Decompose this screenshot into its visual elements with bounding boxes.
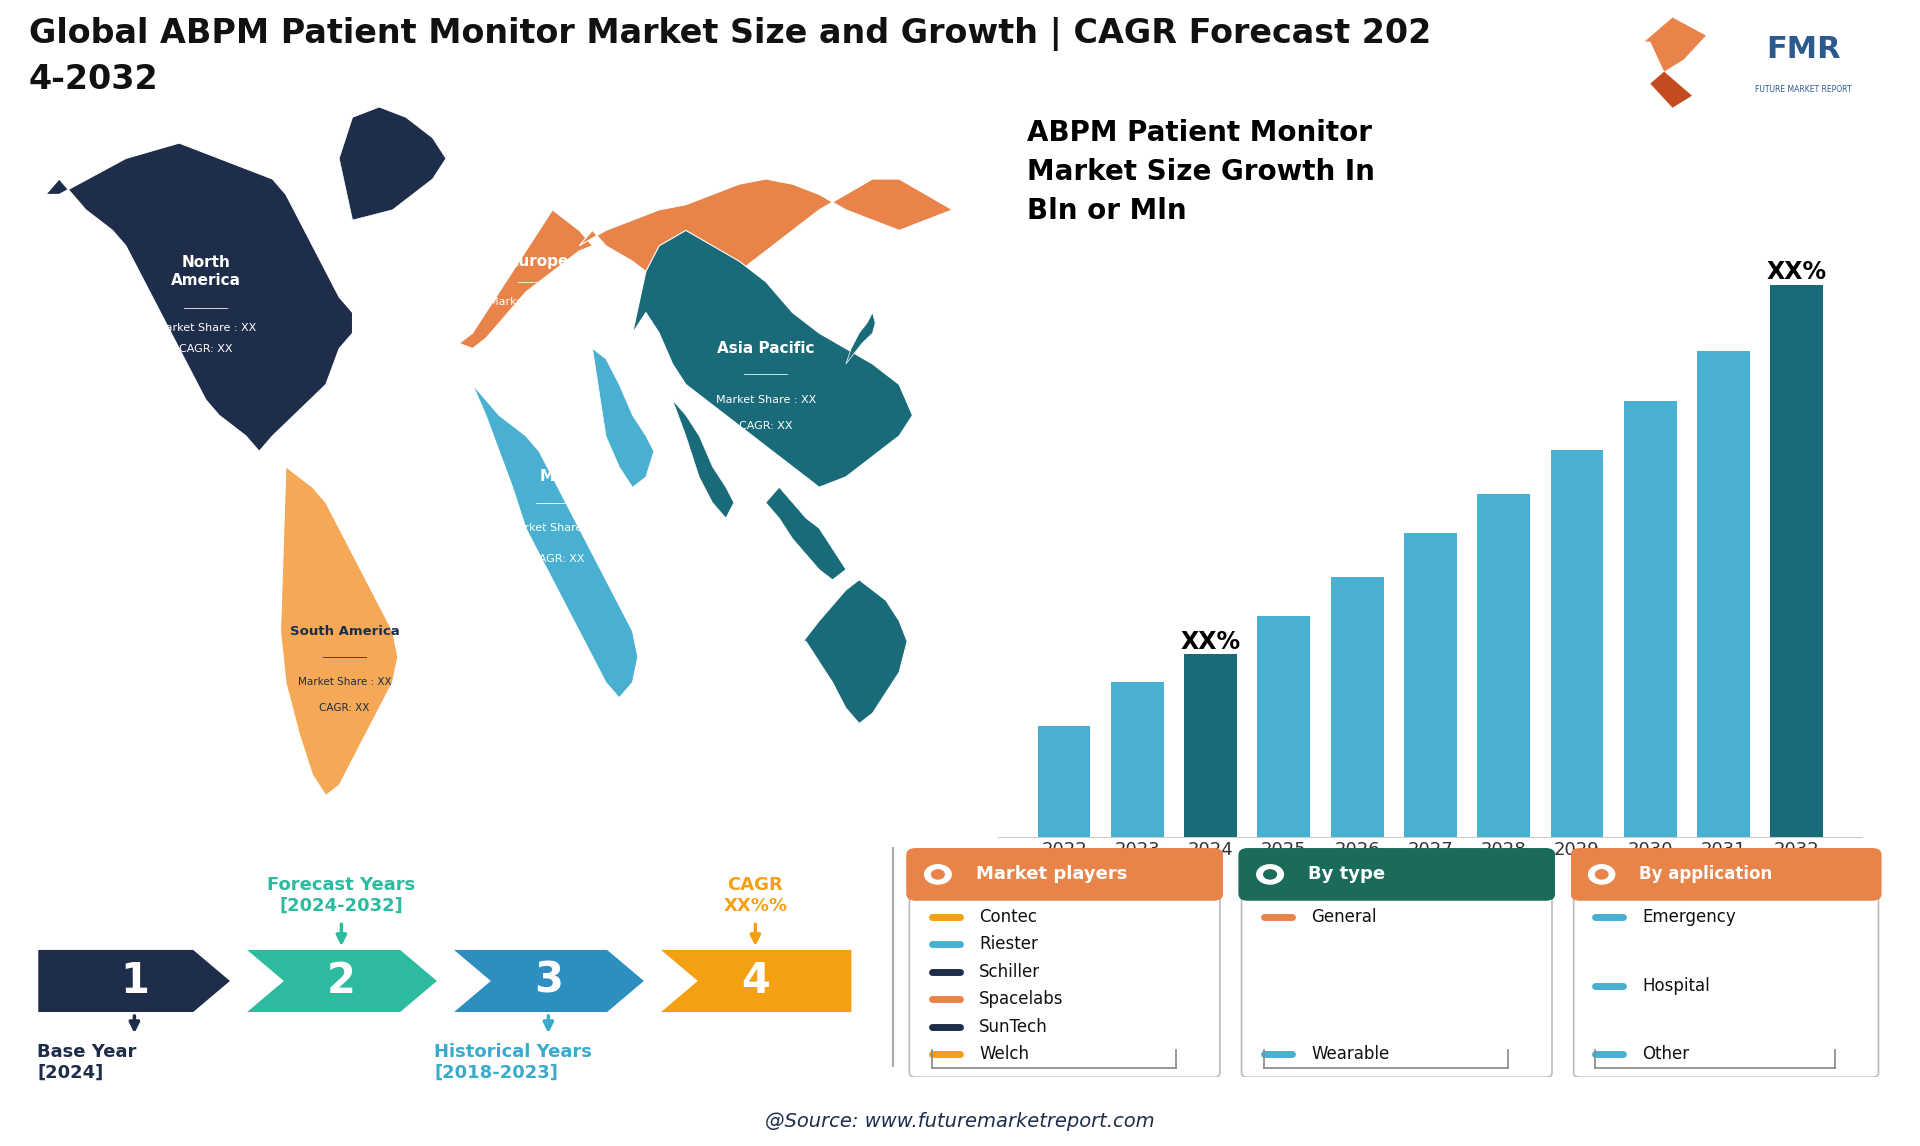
Circle shape bbox=[1258, 865, 1283, 884]
Polygon shape bbox=[46, 143, 353, 452]
Polygon shape bbox=[280, 466, 397, 795]
Text: CAGR: XX: CAGR: XX bbox=[179, 344, 232, 354]
Bar bbox=[1037, 727, 1091, 837]
Text: Market Share : XX: Market Share : XX bbox=[507, 524, 609, 533]
Text: 3: 3 bbox=[534, 960, 563, 1002]
FancyBboxPatch shape bbox=[1617, 9, 1907, 134]
Text: Forecast Years
[2024-2032]: Forecast Years [2024-2032] bbox=[267, 876, 415, 915]
Text: FUTURE MARKET REPORT: FUTURE MARKET REPORT bbox=[1755, 85, 1851, 94]
FancyBboxPatch shape bbox=[1242, 850, 1551, 1077]
Text: By application: By application bbox=[1640, 865, 1772, 884]
Polygon shape bbox=[36, 949, 232, 1013]
Text: 4: 4 bbox=[741, 960, 770, 1002]
Text: MEA: MEA bbox=[540, 470, 576, 485]
Circle shape bbox=[931, 870, 945, 879]
Circle shape bbox=[1596, 870, 1607, 879]
Polygon shape bbox=[632, 230, 912, 487]
Text: SunTech: SunTech bbox=[979, 1018, 1048, 1036]
Text: Wearable: Wearable bbox=[1311, 1045, 1390, 1063]
Text: CAGR: XX: CAGR: XX bbox=[513, 317, 566, 328]
Circle shape bbox=[925, 865, 950, 884]
Polygon shape bbox=[1649, 71, 1692, 108]
Polygon shape bbox=[847, 313, 876, 364]
Text: Market players: Market players bbox=[975, 865, 1127, 884]
Circle shape bbox=[1263, 870, 1277, 879]
Text: CAGR
XX%%: CAGR XX%% bbox=[724, 876, 787, 915]
Bar bbox=[1624, 401, 1676, 837]
Polygon shape bbox=[451, 348, 637, 698]
Text: ─────────: ───────── bbox=[323, 652, 367, 661]
Text: ─────────: ───────── bbox=[184, 303, 228, 312]
Text: Historical Years
[2018-2023]: Historical Years [2018-2023] bbox=[434, 1043, 591, 1082]
Text: ABPM Patient Monitor
Market Size Growth In
Bln or Mln: ABPM Patient Monitor Market Size Growth … bbox=[1027, 119, 1375, 226]
Polygon shape bbox=[659, 949, 852, 1013]
Bar bbox=[1331, 578, 1384, 837]
Text: Market Share : XX: Market Share : XX bbox=[490, 297, 589, 307]
Polygon shape bbox=[340, 107, 445, 220]
Text: Market Share : XX: Market Share : XX bbox=[716, 395, 816, 405]
Bar bbox=[1697, 351, 1749, 837]
Text: Emergency: Emergency bbox=[1642, 908, 1736, 926]
Polygon shape bbox=[1645, 17, 1705, 71]
Text: 2: 2 bbox=[326, 960, 355, 1002]
Text: @Source: www.futuremarketreport.com: @Source: www.futuremarketreport.com bbox=[766, 1112, 1154, 1131]
Polygon shape bbox=[451, 949, 645, 1013]
Text: 1: 1 bbox=[119, 960, 150, 1002]
Polygon shape bbox=[803, 580, 908, 723]
Text: CAGR: XX: CAGR: XX bbox=[319, 704, 371, 713]
FancyBboxPatch shape bbox=[1571, 848, 1882, 901]
Text: General: General bbox=[1311, 908, 1377, 926]
Bar bbox=[1551, 450, 1603, 837]
Text: FMR: FMR bbox=[1766, 36, 1841, 64]
Text: Asia Pacific: Asia Pacific bbox=[716, 342, 814, 356]
Polygon shape bbox=[244, 949, 438, 1013]
Bar bbox=[1404, 533, 1457, 837]
FancyBboxPatch shape bbox=[910, 850, 1219, 1077]
Text: Europe: Europe bbox=[509, 253, 570, 268]
Text: ─────────: ───────── bbox=[743, 370, 789, 378]
Polygon shape bbox=[593, 348, 655, 487]
Circle shape bbox=[1588, 865, 1615, 884]
Text: Market Share : XX: Market Share : XX bbox=[156, 323, 255, 333]
Text: Market Share : XX: Market Share : XX bbox=[298, 677, 392, 688]
FancyBboxPatch shape bbox=[906, 848, 1223, 901]
Text: Spacelabs: Spacelabs bbox=[979, 990, 1064, 1008]
Text: ─────────: ───────── bbox=[516, 277, 563, 286]
Text: Welch: Welch bbox=[979, 1045, 1029, 1063]
Polygon shape bbox=[580, 179, 952, 297]
Text: North
America: North America bbox=[171, 256, 240, 288]
Polygon shape bbox=[459, 210, 593, 348]
Text: XX%: XX% bbox=[1766, 260, 1826, 284]
Text: Global ABPM Patient Monitor Market Size and Growth | CAGR Forecast 202: Global ABPM Patient Monitor Market Size … bbox=[29, 17, 1430, 52]
Text: CAGR: XX: CAGR: XX bbox=[532, 555, 584, 564]
Text: XX%: XX% bbox=[1181, 630, 1240, 654]
Text: CAGR: XX: CAGR: XX bbox=[739, 421, 793, 431]
Text: Hospital: Hospital bbox=[1642, 976, 1711, 995]
Text: Base Year
[2024]: Base Year [2024] bbox=[36, 1043, 136, 1082]
Text: Schiller: Schiller bbox=[979, 963, 1041, 981]
Text: Contec: Contec bbox=[979, 908, 1037, 926]
Text: South America: South America bbox=[290, 625, 399, 637]
Polygon shape bbox=[766, 487, 847, 580]
Polygon shape bbox=[672, 400, 733, 518]
Bar bbox=[1112, 682, 1164, 837]
Bar bbox=[1770, 285, 1824, 837]
Text: Other: Other bbox=[1642, 1045, 1690, 1063]
FancyBboxPatch shape bbox=[1574, 850, 1878, 1077]
Text: By type: By type bbox=[1308, 865, 1384, 884]
Bar bbox=[1258, 615, 1309, 837]
Bar bbox=[1476, 494, 1530, 837]
Text: 4-2032: 4-2032 bbox=[29, 63, 159, 96]
Bar bbox=[1185, 654, 1236, 837]
FancyBboxPatch shape bbox=[1238, 848, 1555, 901]
Text: ─────────: ───────── bbox=[536, 499, 580, 508]
Text: Riester: Riester bbox=[979, 935, 1039, 953]
